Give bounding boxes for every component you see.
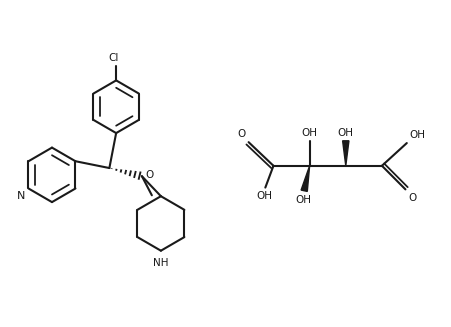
Text: N: N [17, 191, 25, 201]
Text: Cl: Cl [108, 53, 119, 63]
Text: NH: NH [153, 258, 168, 267]
Polygon shape [300, 166, 309, 191]
Text: O: O [407, 193, 415, 203]
Text: OH: OH [295, 195, 311, 205]
Text: OH: OH [408, 130, 424, 140]
Polygon shape [342, 141, 348, 166]
Text: OH: OH [337, 128, 353, 138]
Text: OH: OH [256, 191, 272, 201]
Text: O: O [145, 170, 153, 180]
Text: OH: OH [301, 128, 317, 138]
Text: O: O [237, 129, 245, 139]
